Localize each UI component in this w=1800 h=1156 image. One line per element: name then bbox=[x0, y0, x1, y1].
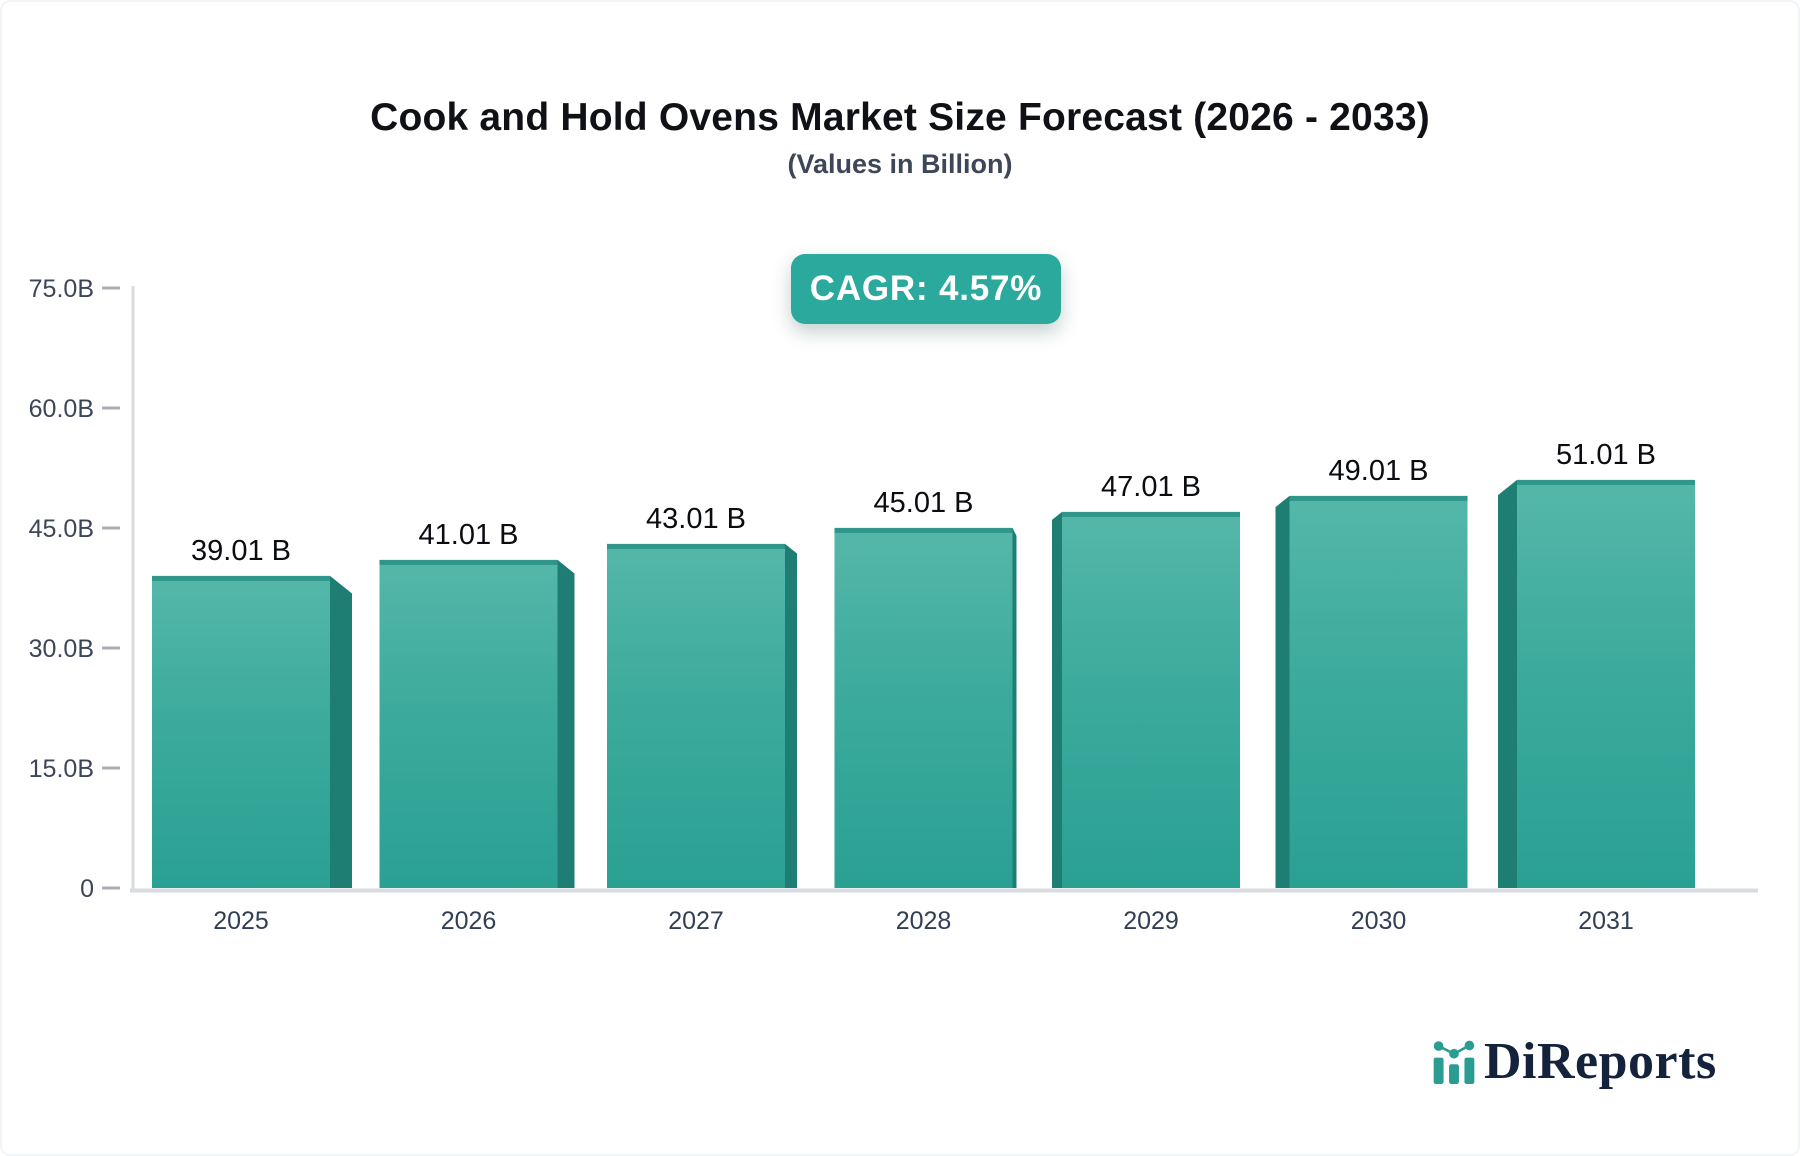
y-tick-dash bbox=[102, 886, 120, 890]
cagr-badge: CAGR: 4.57% bbox=[791, 254, 1061, 324]
bar-value-label: 45.01 B bbox=[874, 487, 974, 519]
y-tick-label: 30.0B bbox=[29, 635, 94, 663]
bar-2025 bbox=[152, 575, 330, 888]
bar-2029 bbox=[1062, 511, 1240, 888]
bar-lid-2028 bbox=[834, 527, 1013, 533]
x-tick-label: 2029 bbox=[1123, 907, 1179, 935]
bar-value-label: 43.01 B bbox=[646, 503, 746, 535]
bar-lid-2026 bbox=[379, 559, 558, 565]
y-tick-dash bbox=[102, 406, 120, 410]
logo-text: DiReports bbox=[1484, 1033, 1717, 1090]
bar-lid-2025 bbox=[152, 575, 330, 581]
x-tick-label: 2028 bbox=[896, 907, 952, 935]
bar-value-label: 47.01 B bbox=[1101, 471, 1201, 503]
bar-2031 bbox=[1517, 479, 1695, 888]
bar-lid-2027 bbox=[607, 543, 785, 549]
bar-2028 bbox=[834, 527, 1013, 888]
x-tick-label: 2026 bbox=[441, 907, 497, 935]
bar-lid-2029 bbox=[1062, 511, 1240, 517]
chart-title: Cook and Hold Ovens Market Size Forecast… bbox=[370, 96, 1430, 139]
bar-2027 bbox=[607, 543, 785, 888]
direports-logo: DiReports bbox=[1432, 1036, 1717, 1088]
y-tick-label: 75.0B bbox=[29, 275, 94, 303]
bar-value-label: 49.01 B bbox=[1329, 455, 1429, 487]
bar-lid-2030 bbox=[1289, 495, 1468, 501]
bar-side-2029 bbox=[1052, 511, 1062, 888]
logo-mini-bar-chart-icon bbox=[1433, 1040, 1475, 1084]
bar-side-2028 bbox=[1012, 527, 1017, 888]
chart-subtitle: (Values in Billion) bbox=[787, 149, 1013, 179]
x-tick-label: 2030 bbox=[1351, 907, 1407, 935]
x-tick-label: 2025 bbox=[213, 907, 269, 935]
x-tick-label: 2027 bbox=[668, 907, 724, 935]
bar-side-2027 bbox=[785, 543, 797, 888]
y-tick-label: 60.0B bbox=[29, 395, 94, 423]
bar-value-label: 41.01 B bbox=[419, 519, 519, 551]
bar-side-2025 bbox=[330, 575, 352, 888]
bar-value-label: 51.01 B bbox=[1556, 439, 1656, 471]
y-tick-label: 15.0B bbox=[29, 755, 94, 783]
y-tick-dash bbox=[102, 526, 120, 530]
bar-side-2030 bbox=[1275, 495, 1290, 888]
y-tick-label: 45.0B bbox=[29, 515, 94, 543]
bar-lid-2031 bbox=[1517, 479, 1695, 485]
y-tick-dash bbox=[102, 766, 120, 770]
bar-2026 bbox=[379, 559, 558, 888]
x-tick-label: 2031 bbox=[1578, 907, 1634, 935]
y-tick-label: 0 bbox=[80, 875, 94, 903]
bar-value-label: 39.01 B bbox=[191, 535, 291, 567]
bar-2030 bbox=[1289, 495, 1468, 888]
bar-side-2031 bbox=[1498, 479, 1517, 888]
y-tick-dash bbox=[102, 646, 120, 650]
y-tick-dash bbox=[102, 286, 120, 290]
bar-side-2026 bbox=[557, 559, 575, 888]
